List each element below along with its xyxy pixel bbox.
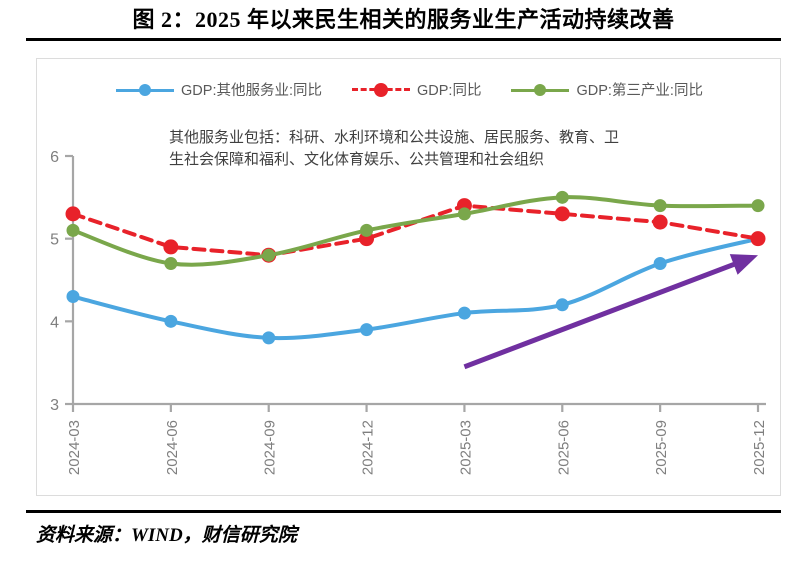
chart-legend: GDP:其他服务业:同比 GDP:同比 GDP:第三产业:同比 bbox=[37, 79, 782, 100]
data-point bbox=[653, 199, 667, 213]
data-point bbox=[751, 199, 765, 213]
data-point bbox=[360, 223, 374, 237]
x-tick-label: 2025-03 bbox=[457, 420, 474, 475]
legend-item-tertiary-industry[interactable]: GDP:第三产业:同比 bbox=[511, 79, 703, 100]
series-line-3 bbox=[66, 190, 765, 270]
legend-swatch-green-line-icon bbox=[511, 83, 570, 97]
data-point bbox=[262, 331, 276, 345]
x-tick-label: 2024-03 bbox=[66, 420, 83, 475]
data-point bbox=[653, 256, 667, 270]
data-point bbox=[66, 223, 80, 237]
legend-swatch-red-dashed-line-icon bbox=[352, 82, 411, 97]
x-tick-label: 2025-06 bbox=[555, 420, 572, 475]
figure-source: 资料来源：WIND，财信研究院 bbox=[36, 525, 297, 546]
x-tick-label: 2024-12 bbox=[360, 420, 377, 475]
legend-item-other-services[interactable]: GDP:其他服务业:同比 bbox=[116, 79, 322, 100]
data-point bbox=[750, 231, 766, 247]
data-point bbox=[164, 256, 178, 270]
data-point bbox=[360, 323, 374, 337]
legend-item-gdp[interactable]: GDP:同比 bbox=[352, 79, 481, 100]
y-tick-label: 3 bbox=[50, 397, 59, 414]
chart-panel: GDP:其他服务业:同比 GDP:同比 GDP:第三产业:同比 其他服务业包括：… bbox=[36, 58, 781, 496]
data-point bbox=[164, 314, 178, 328]
y-tick-label: 5 bbox=[50, 232, 59, 249]
annotation-line-1: 其他服务业包括：科研、水利环境和公共设施、居民服务、教育、卫 bbox=[169, 129, 620, 146]
data-point bbox=[66, 290, 80, 304]
data-point bbox=[555, 190, 569, 204]
data-point bbox=[652, 214, 668, 230]
title-divider bbox=[26, 38, 781, 41]
annotation-line-2: 生社会保障和福利、文化体育娱乐、公共管理和社会组织 bbox=[169, 150, 545, 168]
data-point bbox=[65, 206, 81, 222]
footer-divider bbox=[26, 510, 781, 513]
legend-label-other-services: GDP:其他服务业:同比 bbox=[181, 83, 323, 99]
trend-arrow-annotation bbox=[463, 254, 758, 370]
x-tick-label: 2025-12 bbox=[751, 420, 768, 475]
data-point bbox=[262, 248, 276, 262]
data-point bbox=[457, 306, 471, 320]
x-tick-label: 2025-09 bbox=[653, 420, 670, 475]
chart-annotation-note: 其他服务业包括：科研、水利环境和公共设施、居民服务、教育、卫 生社会保障和福利、… bbox=[169, 127, 669, 171]
legend-swatch-blue-line-icon bbox=[116, 83, 175, 97]
x-tick-label: 2024-06 bbox=[164, 420, 181, 475]
data-point bbox=[163, 239, 179, 255]
plot-area: 3 4 5 6 2024-03 2024-06 2024-09 2024-12 2025-03… bbox=[50, 149, 768, 475]
data-point bbox=[457, 207, 471, 221]
figure-title: 图 2：2025 年以来民生相关的服务业生产活动持续改善 bbox=[132, 7, 675, 32]
legend-label-gdp: GDP:同比 bbox=[417, 83, 482, 99]
y-tick-label: 6 bbox=[50, 149, 59, 166]
x-tick-label: 2024-09 bbox=[262, 420, 279, 475]
y-tick-label: 4 bbox=[50, 314, 59, 331]
series-line-1 bbox=[66, 232, 765, 345]
legend-label-tertiary-industry: GDP:第三产业:同比 bbox=[576, 83, 703, 99]
data-point bbox=[554, 206, 570, 222]
data-point bbox=[555, 298, 569, 312]
